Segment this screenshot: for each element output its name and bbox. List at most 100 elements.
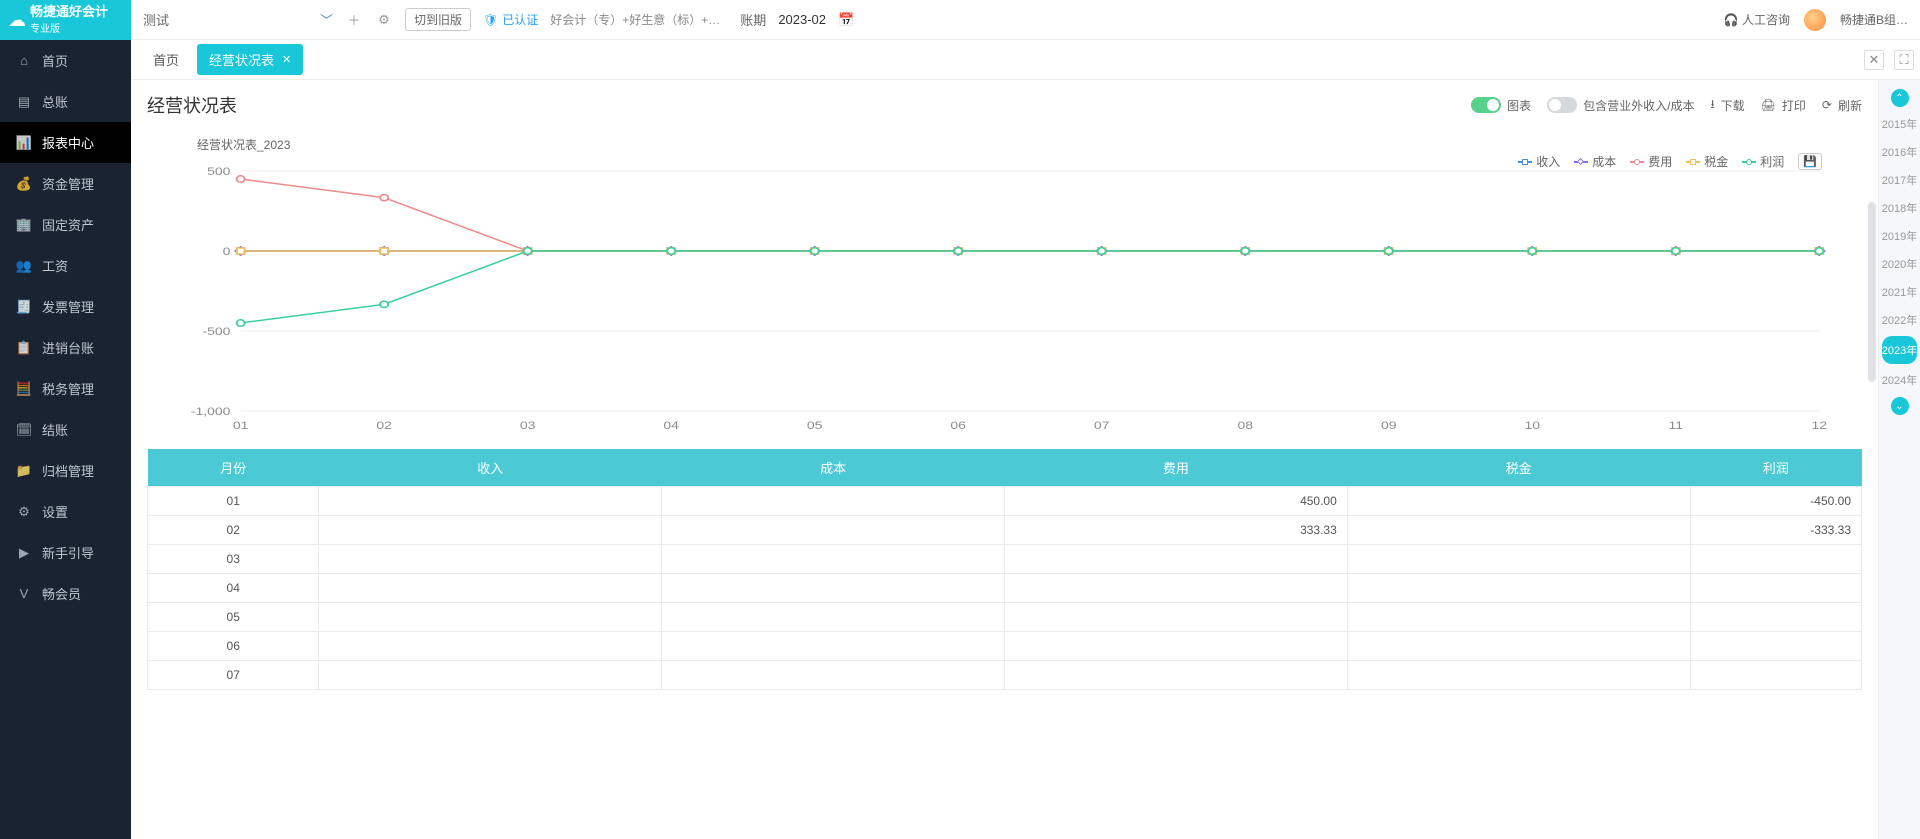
cell-income xyxy=(319,603,662,632)
year-item-2019年[interactable]: 2019年 xyxy=(1880,222,1919,250)
nav-icon: ⌂ xyxy=(16,53,32,68)
org-name: 测试 xyxy=(143,10,169,29)
year-item-2020年[interactable]: 2020年 xyxy=(1880,250,1919,278)
legend-item-2[interactable]: 费用 xyxy=(1630,153,1672,170)
svg-text:-500: -500 xyxy=(202,325,230,337)
th-1: 收入 xyxy=(319,449,662,487)
cell-tax xyxy=(1347,603,1690,632)
year-rail: ⌃ 2015年2016年2017年2018年2019年2020年2021年202… xyxy=(1878,80,1920,839)
toggle-chart-label: 图表 xyxy=(1507,97,1531,114)
year-item-2015年[interactable]: 2015年 xyxy=(1880,110,1919,138)
org-selector[interactable]: 测试 ﹀ xyxy=(143,10,333,29)
toggle-chart[interactable]: 图表 xyxy=(1471,97,1531,114)
sidebar-item-12[interactable]: ▶新手引导 xyxy=(0,532,131,573)
chart-save-button[interactable]: 💾 xyxy=(1798,153,1822,170)
nav-label: 报表中心 xyxy=(42,133,94,152)
cell-profit xyxy=(1690,545,1861,574)
cell-month: 03 xyxy=(148,545,319,574)
year-item-2022年[interactable]: 2022年 xyxy=(1880,306,1919,334)
scrollbar-thumb[interactable] xyxy=(1868,202,1876,382)
sidebar-item-4[interactable]: 🏢固定资产 xyxy=(0,204,131,245)
switch-old-button[interactable]: 切到旧版 xyxy=(405,8,471,31)
nav-icon: 🧮 xyxy=(16,381,32,397)
close-icon[interactable]: ✕ xyxy=(282,53,291,66)
nav-label: 工资 xyxy=(42,256,68,275)
cell-tax xyxy=(1347,487,1690,516)
sidebar-item-9[interactable]: 🗓结账 xyxy=(0,409,131,450)
svg-text:06: 06 xyxy=(950,419,966,431)
cell-cost xyxy=(662,661,1005,690)
sidebar-item-5[interactable]: 👥工资 xyxy=(0,245,131,286)
chart-card: 经营状况表_2023 收入成本费用税金利润💾 5000-500-1,000010… xyxy=(147,126,1862,437)
period-value[interactable]: 2023-02 xyxy=(778,12,826,27)
nav-label: 税务管理 xyxy=(42,379,94,398)
cell-expense: 333.33 xyxy=(1004,516,1347,545)
sidebar-item-13[interactable]: V畅会员 xyxy=(0,573,131,614)
brand-logo[interactable]: ☁ 畅捷通好会计 专业版 xyxy=(0,0,131,40)
year-item-2021年[interactable]: 2021年 xyxy=(1880,278,1919,306)
legend-item-3[interactable]: 税金 xyxy=(1686,153,1728,170)
download-button[interactable]: ⭳ 下载 xyxy=(1710,95,1744,116)
year-item-2016年[interactable]: 2016年 xyxy=(1880,138,1919,166)
nav-icon: 🧾 xyxy=(16,299,32,315)
tab-home[interactable]: 首页 xyxy=(141,50,191,69)
svg-text:05: 05 xyxy=(807,419,823,431)
year-up-button[interactable]: ⌃ xyxy=(1891,89,1909,107)
sidebar-item-10[interactable]: 📁归档管理 xyxy=(0,450,131,491)
plan-text: 好会计（专）+好生意（标）+… xyxy=(550,11,720,28)
nav-icon: 📊 xyxy=(16,135,32,151)
avatar[interactable] xyxy=(1804,9,1826,31)
nav-icon: ⚙ xyxy=(16,504,32,520)
sidebar-item-2[interactable]: 📊 报表中心 xyxy=(0,122,131,163)
legend-item-1[interactable]: 成本 xyxy=(1574,153,1616,170)
cell-profit: -333.33 xyxy=(1690,516,1861,545)
nav-label: 固定资产 xyxy=(42,215,94,234)
sidebar-item-6[interactable]: 🧾 发票管理 xyxy=(0,286,131,327)
nav-icon: 📋 xyxy=(16,340,32,356)
print-button[interactable]: 🖨 打印 xyxy=(1761,97,1806,114)
sidebar-item-0[interactable]: ⌂首页 xyxy=(0,40,131,81)
year-item-2024年[interactable]: 2024年 xyxy=(1880,366,1919,394)
support-link[interactable]: 🎧 人工咨询 xyxy=(1724,11,1790,28)
cell-month: 01 xyxy=(148,487,319,516)
year-item-2017年[interactable]: 2017年 xyxy=(1880,166,1919,194)
legend-item-0[interactable]: 收入 xyxy=(1518,153,1560,170)
line-chart: 5000-500-1,000010203040506070809101112 xyxy=(177,153,1832,433)
sidebar-item-1[interactable]: ▤总账 xyxy=(0,81,131,122)
table-row: 01 450.00 -450.00 xyxy=(148,487,1862,516)
calendar-icon[interactable]: 📅 xyxy=(838,12,854,28)
certified-badge[interactable]: 🛡 已认证 xyxy=(483,11,538,28)
data-table: 月份收入成本费用税金利润 01 450.00 -450.00 02 333.33… xyxy=(147,449,1862,690)
sidebar-item-8[interactable]: 🧮 税务管理 xyxy=(0,368,131,409)
cell-income xyxy=(319,545,662,574)
settings-icon[interactable]: ⚙ xyxy=(375,12,393,28)
sidebar-item-7[interactable]: 📋进销台账 xyxy=(0,327,131,368)
nav-label: 发票管理 xyxy=(42,297,94,316)
tab-active-label: 经营状况表 xyxy=(209,50,274,69)
toggle-extra[interactable]: 包含营业外收入/成本 xyxy=(1547,97,1694,114)
nav-label: 畅会员 xyxy=(42,584,81,603)
sidebar-item-3[interactable]: 💰资金管理 xyxy=(0,163,131,204)
cell-expense: 450.00 xyxy=(1004,487,1347,516)
refresh-button[interactable]: ⟳ 刷新 xyxy=(1822,97,1862,114)
cell-cost xyxy=(662,603,1005,632)
tab-active[interactable]: 经营状况表 ✕ xyxy=(197,44,303,75)
svg-text:10: 10 xyxy=(1524,419,1540,431)
cell-profit xyxy=(1690,632,1861,661)
cell-cost xyxy=(662,632,1005,661)
year-item-2018年[interactable]: 2018年 xyxy=(1880,194,1919,222)
year-item-2023年[interactable]: 2023年 xyxy=(1882,336,1917,364)
brand-name: 畅捷通好会计 xyxy=(30,5,108,19)
sidebar-item-11[interactable]: ⚙设置 xyxy=(0,491,131,532)
username[interactable]: 畅捷通B组… xyxy=(1840,11,1908,28)
cell-profit xyxy=(1690,574,1861,603)
legend-item-4[interactable]: 利润 xyxy=(1742,153,1784,170)
cell-income xyxy=(319,516,662,545)
add-icon[interactable]: ＋ xyxy=(345,10,363,29)
nav-label: 结账 xyxy=(42,420,68,439)
fullscreen-icon[interactable]: ⛶ xyxy=(1894,50,1914,70)
tab-close-action[interactable]: ✕ xyxy=(1864,50,1884,70)
cell-expense xyxy=(1004,661,1347,690)
table-row: 06 xyxy=(148,632,1862,661)
year-down-button[interactable]: ⌄ xyxy=(1891,397,1909,415)
